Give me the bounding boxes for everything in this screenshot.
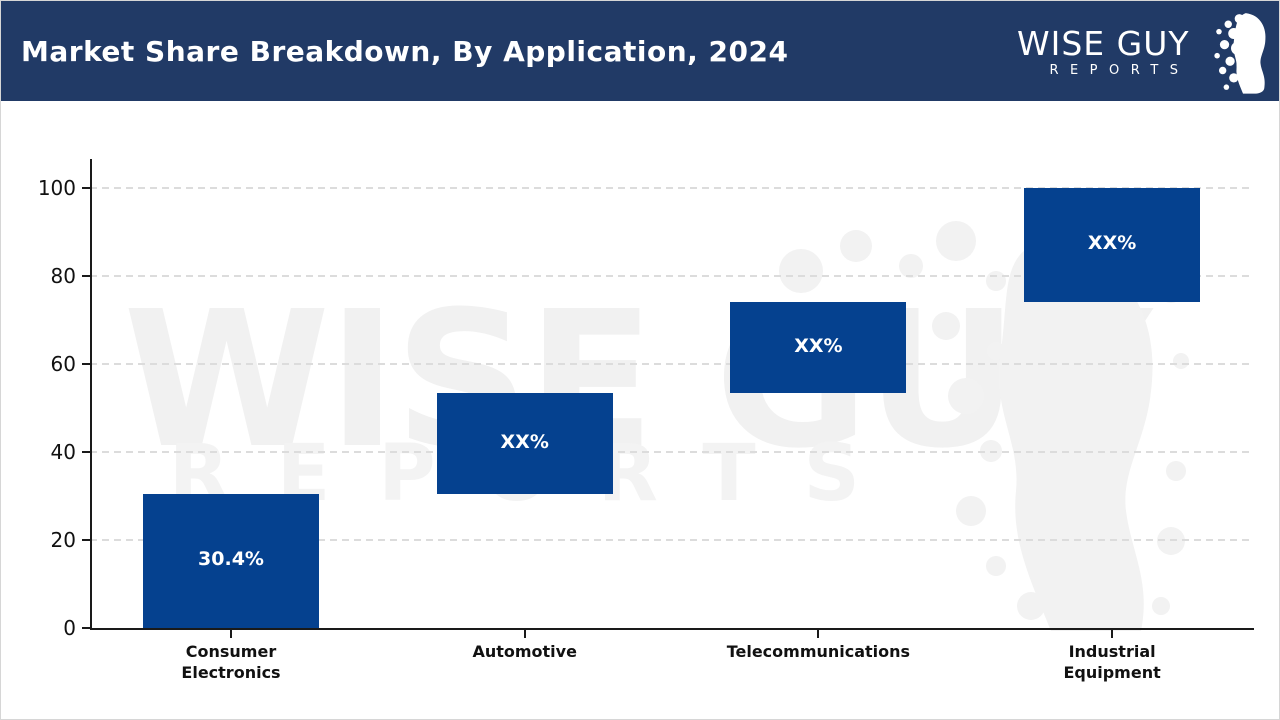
bar-value-label-2: XX%: [500, 430, 549, 453]
logo-dotted-head-icon: [1213, 13, 1266, 94]
y-tick-label-0: 0: [63, 616, 76, 640]
y-tick-40: [82, 451, 90, 453]
y-tick-20: [82, 539, 90, 541]
watermark-dotted-head: [779, 221, 1189, 631]
gridline-100: [90, 187, 1254, 189]
x-axis: [90, 628, 1254, 630]
bar-2: [436, 393, 613, 495]
category-label-1: Consumer Electronics: [181, 642, 281, 682]
category-label-4: Industrial Equipment: [1063, 642, 1161, 682]
y-tick-label-40: 40: [50, 440, 76, 464]
category-label-2: Automotive: [472, 642, 577, 661]
wise-guy-reports-logo: WISE GUY REPORTS: [1017, 9, 1267, 95]
gridline-80: [90, 275, 1254, 277]
y-tick-0: [82, 627, 90, 629]
x-tick-4: [1111, 630, 1114, 638]
bar-value-label-1: 30.4%: [198, 548, 264, 571]
y-tick-label-20: 20: [50, 528, 76, 552]
logo-text: WISE GUY REPORTS: [1017, 23, 1190, 78]
y-tick-80: [82, 275, 90, 277]
bar-3: [730, 301, 907, 394]
watermark-wise-guy: WISE GUY: [123, 271, 1152, 490]
page-title: Market Share Breakdown, By Application, …: [21, 34, 789, 68]
logo-reports-label: REPORTS: [1049, 62, 1190, 78]
gridline-20: [90, 539, 1254, 541]
y-tick-label-60: 60: [50, 352, 76, 376]
y-axis: [90, 159, 92, 630]
x-tick-3: [817, 630, 820, 638]
logo-wise-guy-label: WISE GUY: [1017, 23, 1190, 63]
category-label-3: Telecommunications: [726, 642, 911, 661]
header-bar: Market Share Breakdown, By Application, …: [1, 1, 1279, 101]
gridline-60: [90, 363, 1254, 365]
gridline-40: [90, 451, 1254, 453]
bar-value-label-3: XX%: [794, 334, 843, 357]
bar-1: [143, 494, 319, 628]
bar-4: [1024, 188, 1201, 302]
y-tick-60: [82, 363, 90, 365]
y-tick-label-80: 80: [50, 264, 76, 288]
y-tick-label-100: 100: [37, 176, 76, 200]
x-tick-2: [523, 630, 526, 638]
bar-value-label-4: XX%: [1087, 231, 1137, 254]
x-tick-1: [230, 630, 232, 638]
y-tick-100: [82, 187, 90, 189]
